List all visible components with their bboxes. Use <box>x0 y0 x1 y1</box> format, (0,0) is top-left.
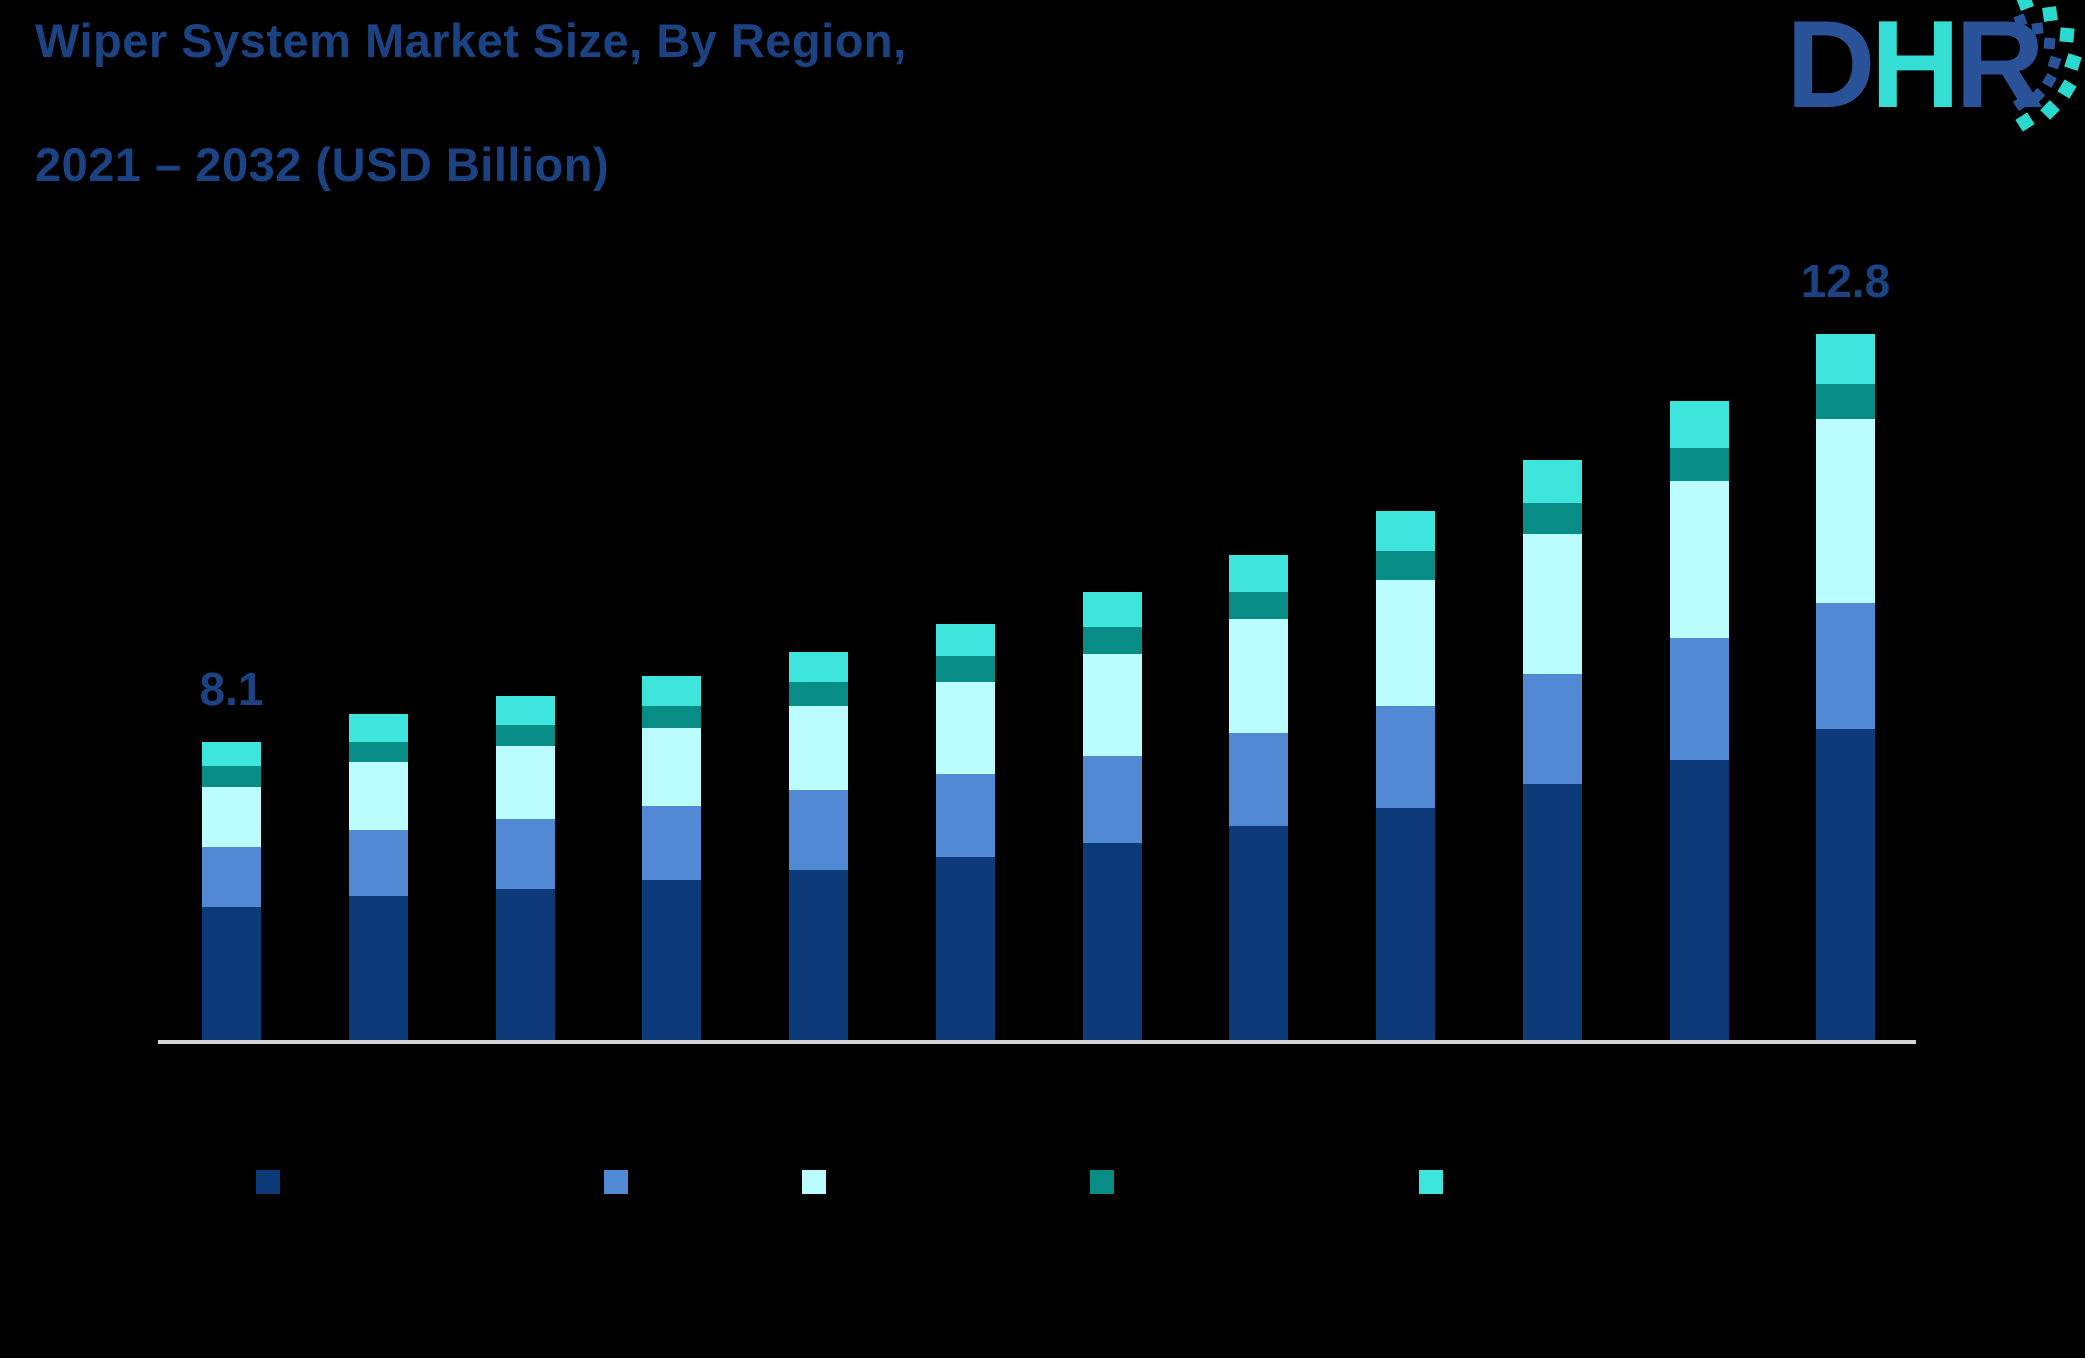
logo-letter-h: H <box>1870 0 1961 134</box>
bar-segment-2023-turquoise <box>496 696 555 725</box>
bar-segment-2023-pale-cyan <box>496 746 555 819</box>
bar-segment-2028-cornflower-blue <box>1229 733 1288 826</box>
bar-segment-2030-turquoise <box>1523 460 1582 503</box>
bar-segment-2021-dark-navy <box>202 907 261 1040</box>
bar-2028 <box>1229 555 1288 1040</box>
bar-2031 <box>1670 401 1729 1040</box>
bar-segment-2025-turquoise <box>789 652 848 682</box>
bar-segment-2027-dark-navy <box>1083 843 1142 1040</box>
bar-segment-2021-turquoise <box>202 742 261 766</box>
bar-segment-2025-cornflower-blue <box>789 790 848 870</box>
bar-segment-2030-dark-navy <box>1523 784 1582 1040</box>
sunburst-inner-square <box>2031 22 2045 36</box>
bar-segment-2031-cornflower-blue <box>1670 638 1729 760</box>
sunburst-outer-square <box>2059 27 2075 43</box>
bar-segment-2029-pale-cyan <box>1376 580 1435 706</box>
bar-segment-2029-cornflower-blue <box>1376 706 1435 808</box>
bar-segment-2032-teal <box>1816 384 1875 419</box>
bar-segment-2028-turquoise <box>1229 555 1288 592</box>
bar-segment-2025-pale-cyan <box>789 706 848 790</box>
bar-segment-2025-teal <box>789 682 848 706</box>
dhr-logo-letters: D H R <box>1786 0 2085 130</box>
bar-segment-2021-pale-cyan <box>202 787 261 847</box>
legend-swatch-teal <box>1090 1170 1114 1194</box>
bar-segment-2021-cornflower-blue <box>202 847 261 907</box>
legend-swatch-turquoise <box>1419 1170 1443 1194</box>
bar-segment-2022-teal <box>349 742 408 762</box>
bar-segment-2024-pale-cyan <box>642 728 701 806</box>
bar-segment-2029-turquoise <box>1376 511 1435 551</box>
bar-segment-2022-turquoise <box>349 714 408 742</box>
bar-segment-2021-teal <box>202 766 261 787</box>
x-axis-line <box>158 1040 1916 1044</box>
bar-segment-2027-turquoise <box>1083 592 1142 627</box>
bar-segment-2032-pale-cyan <box>1816 419 1875 603</box>
bar-segment-2023-cornflower-blue <box>496 819 555 889</box>
bar-segment-2024-dark-navy <box>642 880 701 1040</box>
bar-segment-2026-teal <box>936 656 995 682</box>
value-label-2032: 12.8 <box>1800 255 1891 307</box>
bar-segment-2024-cornflower-blue <box>642 806 701 880</box>
bar-2022 <box>349 714 408 1040</box>
bar-segment-2032-turquoise <box>1816 334 1875 384</box>
bar-segment-2029-dark-navy <box>1376 808 1435 1040</box>
bar-segment-2029-teal <box>1376 551 1435 580</box>
title-line-1: Wiper System Market Size, By Region, <box>35 14 907 67</box>
bar-segment-2027-pale-cyan <box>1083 654 1142 756</box>
dhr-logo: D H R <box>1786 0 2085 140</box>
bar-segment-2032-dark-navy <box>1816 729 1875 1040</box>
bar-segment-2023-teal <box>496 725 555 746</box>
bar-segment-2024-teal <box>642 706 701 728</box>
bar-2024 <box>642 676 701 1040</box>
value-label-2021: 8.1 <box>199 663 264 715</box>
bar-segment-2023-dark-navy <box>496 889 555 1040</box>
bar-segment-2024-turquoise <box>642 676 701 706</box>
bar-segment-2031-turquoise <box>1670 401 1729 448</box>
bar-segment-2022-cornflower-blue <box>349 830 408 896</box>
bar-segment-2026-pale-cyan <box>936 682 995 774</box>
bar-segment-2028-dark-navy <box>1229 826 1288 1040</box>
bar-segment-2026-cornflower-blue <box>936 774 995 857</box>
bar-2021 <box>202 742 261 1040</box>
bar-segment-2032-cornflower-blue <box>1816 603 1875 729</box>
bar-segment-2031-teal <box>1670 448 1729 481</box>
logo-letter-r: R <box>1955 0 2045 134</box>
legend-swatch-pale-cyan <box>802 1170 826 1194</box>
sunburst-outer-square <box>2041 6 2058 22</box>
sunburst-inner-square <box>2043 37 2056 50</box>
bar-segment-2022-pale-cyan <box>349 762 408 830</box>
legend-swatch-cornflower-blue <box>604 1170 628 1194</box>
bar-segment-2031-dark-navy <box>1670 760 1729 1040</box>
bar-segment-2030-pale-cyan <box>1523 534 1582 674</box>
bar-segment-2022-dark-navy <box>349 896 408 1040</box>
bar-segment-2027-teal <box>1083 627 1142 654</box>
bar-segment-2031-pale-cyan <box>1670 481 1729 638</box>
legend-swatch-dark-navy <box>256 1170 280 1194</box>
title-line-2: 2021 – 2032 (USD Billion) <box>35 138 610 191</box>
bar-2029 <box>1376 511 1435 1040</box>
bar-2030 <box>1523 460 1582 1040</box>
bar-segment-2028-teal <box>1229 592 1288 619</box>
bar-2023 <box>496 696 555 1040</box>
bar-segment-2025-dark-navy <box>789 870 848 1040</box>
bar-segment-2026-dark-navy <box>936 857 995 1040</box>
bar-2032 <box>1816 334 1875 1040</box>
page-title: Wiper System Market Size, By Region, 202… <box>35 10 907 196</box>
bar-segment-2026-turquoise <box>936 624 995 656</box>
bar-2026 <box>936 624 995 1040</box>
bar-segment-2030-cornflower-blue <box>1523 674 1582 784</box>
bar-2025 <box>789 652 848 1040</box>
logo-letter-d: D <box>1786 0 1876 134</box>
bar-2027 <box>1083 592 1142 1040</box>
bar-segment-2027-cornflower-blue <box>1083 756 1142 843</box>
bar-segment-2028-pale-cyan <box>1229 619 1288 733</box>
sunburst-inner-square <box>2047 55 2061 69</box>
bar-segment-2030-teal <box>1523 503 1582 534</box>
